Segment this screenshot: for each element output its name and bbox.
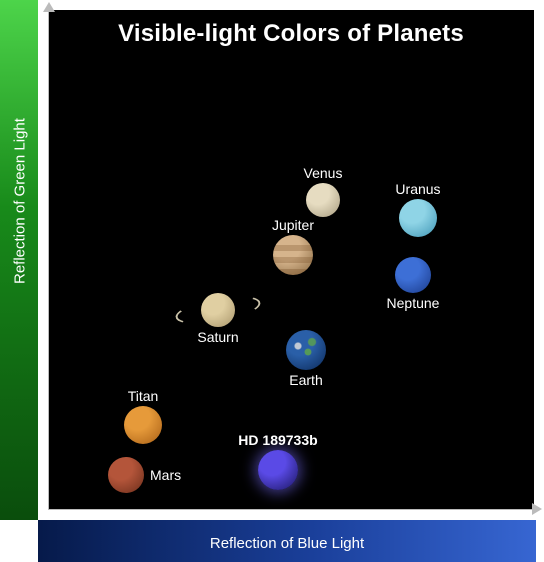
planet-label: Uranus xyxy=(395,181,440,197)
planet-jupiter: Jupiter xyxy=(273,235,313,275)
planet-label: Venus xyxy=(304,165,343,181)
axis-line-y xyxy=(48,10,49,510)
planet-earth: Earth xyxy=(286,330,326,370)
x-axis-label: Reflection of Blue Light xyxy=(38,535,536,552)
planet-saturn: Saturn xyxy=(201,293,235,327)
planet-label: Earth xyxy=(289,372,322,388)
planet-venus: Venus xyxy=(306,183,340,217)
planet-titan: Titan xyxy=(124,406,162,444)
planet-body-icon xyxy=(258,450,298,490)
chart-title: Visible-light Colors of Planets xyxy=(48,20,534,48)
y-axis-arrow-icon xyxy=(43,2,55,12)
planet-body-icon xyxy=(108,457,144,493)
planet-label: Mars xyxy=(150,467,181,483)
planet-body-icon xyxy=(124,406,162,444)
planet-mars: Mars xyxy=(108,457,144,493)
planet-body-icon xyxy=(306,183,340,217)
planet-body-icon xyxy=(399,199,437,237)
planet-label: Titan xyxy=(128,388,159,404)
y-axis-label: Reflection of Green Light xyxy=(12,236,29,284)
planet-body-icon xyxy=(395,257,431,293)
planet-body-icon xyxy=(273,235,313,275)
chart-container: Reflection of Green Light Reflection of … xyxy=(0,0,544,562)
planet-label: Neptune xyxy=(387,295,440,311)
planet-label: Saturn xyxy=(197,329,238,345)
x-axis-arrow-icon xyxy=(532,503,542,515)
planet-label: Jupiter xyxy=(272,217,314,233)
planet-neptune: Neptune xyxy=(395,257,431,293)
planet-hd-189733b: HD 189733b xyxy=(258,450,298,490)
axis-line-x xyxy=(48,509,534,510)
planet-label: HD 189733b xyxy=(238,432,317,448)
planet-uranus: Uranus xyxy=(399,199,437,237)
y-axis-bar: Reflection of Green Light xyxy=(0,0,38,520)
planet-body-icon xyxy=(286,330,326,370)
